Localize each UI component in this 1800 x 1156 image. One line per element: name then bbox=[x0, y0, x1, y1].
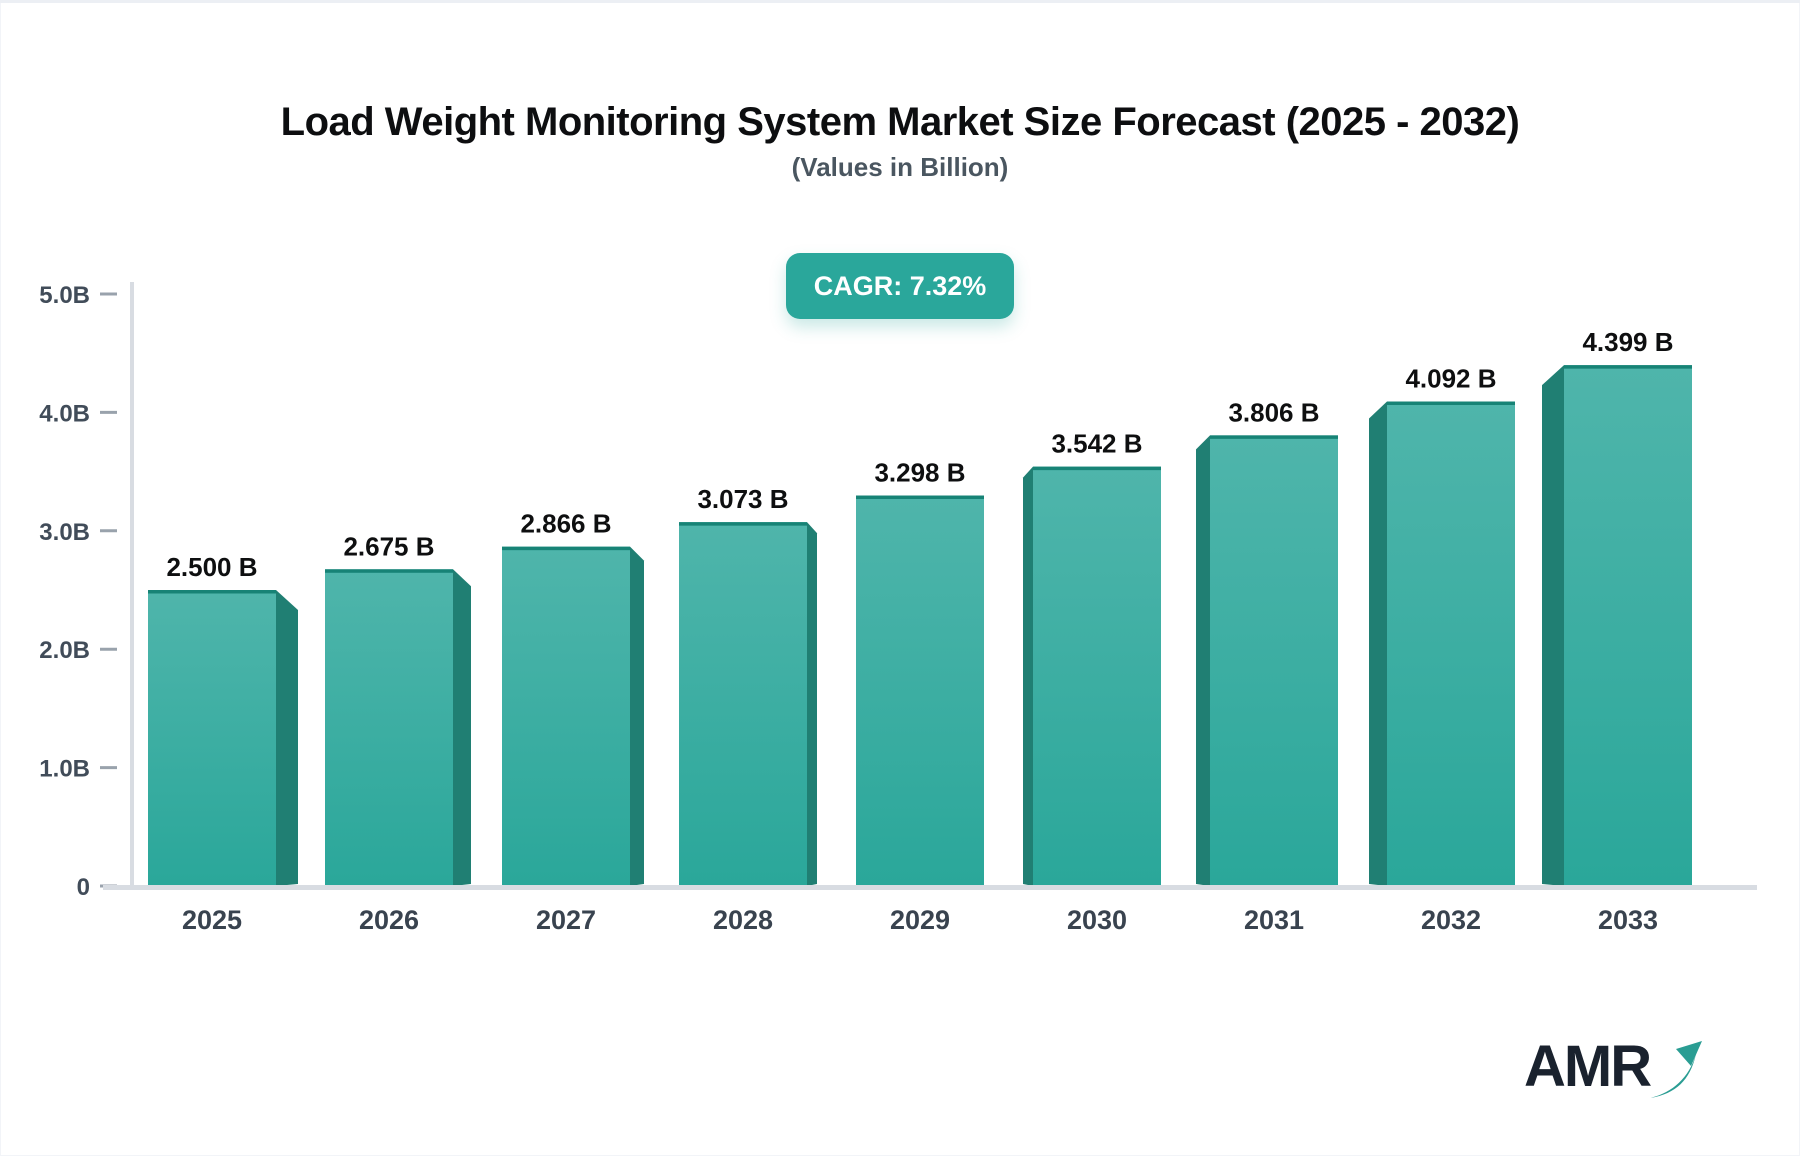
bar-front-face bbox=[502, 546, 630, 886]
x-tick-label: 2028 bbox=[713, 905, 773, 935]
y-axis-line bbox=[130, 282, 134, 889]
y-tick-label: 3.0B bbox=[39, 519, 90, 546]
bar-top-edge bbox=[1210, 435, 1338, 439]
page-title: Load Weight Monitoring System Market Siz… bbox=[280, 100, 1520, 144]
bar-value-label: 3.542 B bbox=[1051, 429, 1142, 459]
bar-top-edge bbox=[1033, 466, 1161, 471]
bar-side-face bbox=[1196, 435, 1210, 886]
bar-value-label: 2.500 B bbox=[166, 552, 257, 582]
bar-front-face bbox=[1564, 365, 1692, 886]
bar-side-face bbox=[453, 569, 471, 886]
bar-2032: 4.092 B 2032 bbox=[1369, 364, 1515, 935]
x-tick-label: 2025 bbox=[182, 905, 242, 935]
bar-top-edge bbox=[1564, 365, 1692, 369]
bar-side-face bbox=[1023, 466, 1033, 886]
bar-top-edge bbox=[325, 569, 453, 573]
bar-front-face bbox=[325, 569, 453, 886]
bar-2025: 2.500 B 2025 bbox=[148, 552, 298, 935]
cagr-badge-row: CAGR: 7.32% bbox=[0, 253, 1800, 319]
page-subtitle: (Values in Billion) bbox=[791, 152, 1009, 182]
bar-front-face bbox=[679, 522, 807, 886]
amr-logo: AMR bbox=[1524, 1038, 1724, 1118]
x-tick-label: 2026 bbox=[359, 905, 419, 935]
bar-2033: 4.399 B 2033 bbox=[1542, 327, 1692, 935]
x-tick-label: 2031 bbox=[1244, 905, 1304, 935]
bar-2030: 3.542 B 2030 bbox=[1023, 429, 1161, 935]
bar-value-label: 3.806 B bbox=[1228, 397, 1319, 427]
bar-value-label: 2.866 B bbox=[520, 509, 611, 539]
bar-front-face bbox=[148, 590, 276, 886]
growth-arrow-icon bbox=[1650, 1041, 1702, 1098]
bar-side-face bbox=[1542, 365, 1564, 886]
bar-top-edge bbox=[679, 522, 807, 526]
x-tick-label: 2032 bbox=[1421, 905, 1481, 935]
bar-side-face bbox=[630, 546, 644, 886]
y-tick-label: 1.0B bbox=[39, 756, 90, 783]
bar-2029: 3.298 B 2029 bbox=[856, 458, 984, 935]
x-tick-label: 2027 bbox=[536, 905, 596, 935]
y-tick-label: 0 bbox=[77, 874, 90, 901]
bar-front-face bbox=[1387, 401, 1515, 886]
bar-value-label: 3.298 B bbox=[874, 458, 965, 488]
bar-top-edge bbox=[856, 495, 984, 500]
bar-2027: 2.866 B 2027 bbox=[502, 509, 644, 935]
x-tick-label: 2029 bbox=[890, 905, 950, 935]
bar-side-face bbox=[807, 522, 817, 886]
bar-value-label: 4.399 B bbox=[1582, 327, 1673, 357]
bar-front-face bbox=[1210, 435, 1338, 886]
y-tick-label: 4.0B bbox=[39, 400, 90, 427]
bar-front-face bbox=[1033, 466, 1161, 886]
bar-value-label: 2.675 B bbox=[343, 531, 434, 561]
bar-2028: 3.073 B 2028 bbox=[679, 484, 817, 935]
cagr-badge: CAGR: 7.32% bbox=[785, 253, 1015, 319]
bar-front-face bbox=[856, 495, 984, 886]
bar-top-edge bbox=[502, 546, 630, 551]
amr-logo-text: AMR bbox=[1524, 1034, 1652, 1099]
x-tick-label: 2030 bbox=[1067, 905, 1127, 935]
bar-value-label: 3.073 B bbox=[697, 484, 788, 514]
bar-2026: 2.675 B 2026 bbox=[325, 531, 471, 935]
bar-top-edge bbox=[1387, 401, 1515, 406]
bar-top-edge bbox=[148, 590, 276, 594]
bar-side-face bbox=[1369, 401, 1387, 886]
bar-2031: 3.806 B 2031 bbox=[1196, 397, 1338, 935]
x-tick-label: 2033 bbox=[1598, 905, 1658, 935]
y-tick-label: 5.0B bbox=[39, 282, 90, 309]
x-axis-line bbox=[103, 885, 1757, 890]
y-tick-label: 2.0B bbox=[39, 637, 90, 664]
bar-side-face bbox=[276, 590, 298, 886]
bar-value-label: 4.092 B bbox=[1405, 364, 1496, 394]
